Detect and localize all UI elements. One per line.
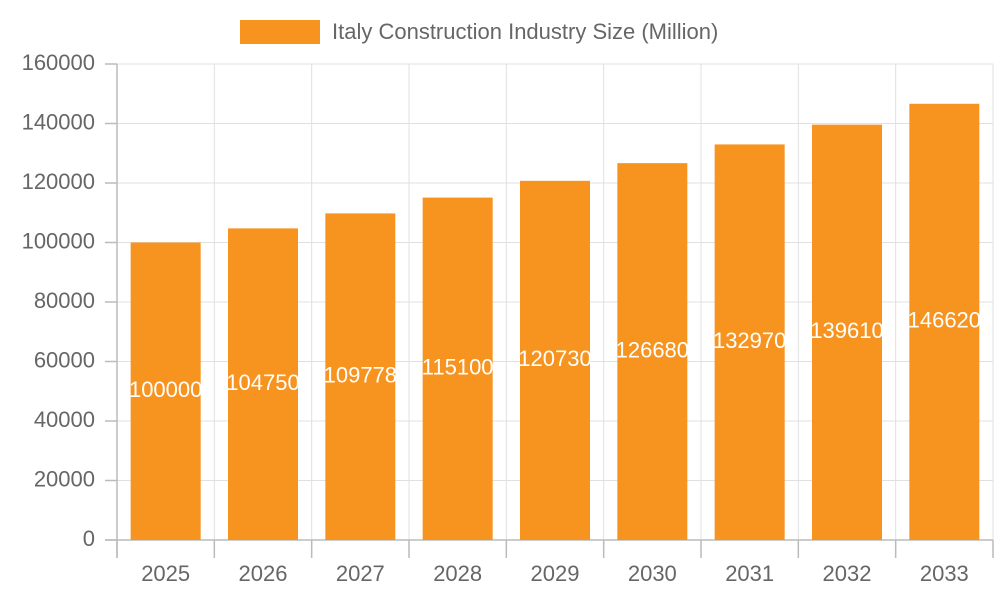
y-tick-label: 80000 [34,288,95,313]
data-label: 104750 [226,370,299,395]
data-label: 120730 [518,346,591,371]
x-tick-label: 2028 [433,561,482,586]
bar [228,228,298,540]
x-tick-label: 2031 [725,561,774,586]
x-tick-label: 2025 [141,561,190,586]
bar [714,144,785,540]
data-label: 109778 [324,363,397,388]
y-tick-label: 140000 [22,109,95,134]
y-tick-label: 120000 [22,169,95,194]
x-tick-label: 2027 [336,561,385,586]
bar [520,180,590,540]
bar [325,213,396,540]
data-label: 139610 [810,318,883,343]
bar [812,124,882,540]
legend-label: Italy Construction Industry Size (Millio… [332,19,718,44]
data-label: 126680 [616,337,689,362]
bar [422,197,493,540]
x-tick-label: 2033 [920,561,969,586]
y-tick-label: 100000 [22,228,95,253]
y-tick-label: 20000 [34,466,95,491]
y-tick-label: 160000 [22,50,95,75]
y-tick-label: 60000 [34,347,95,372]
bar [130,242,201,540]
x-tick-label: 2030 [628,561,677,586]
data-label: 115100 [422,355,494,380]
y-tick-label: 40000 [34,407,95,432]
bar [909,103,980,541]
x-tick-label: 2029 [531,561,580,586]
x-tick-label: 2026 [239,561,288,586]
data-label: 132970 [713,328,786,353]
x-tick-label: 2032 [823,561,872,586]
legend-swatch [240,20,320,44]
bar [617,163,688,540]
data-label: 100000 [129,377,202,402]
y-tick-label: 0 [83,526,95,551]
data-label: 146620 [908,308,981,333]
